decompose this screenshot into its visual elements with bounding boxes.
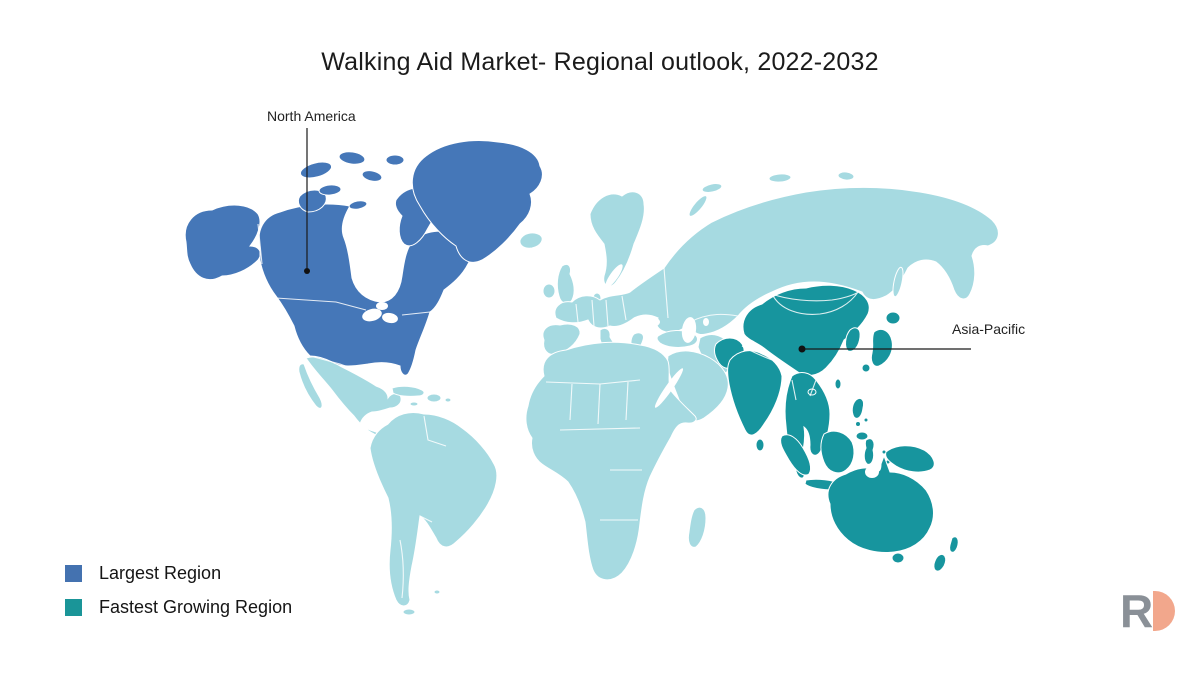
philippines-mindanao <box>855 431 869 441</box>
baja-california <box>298 363 323 409</box>
philippines-visayas-1 <box>855 421 861 427</box>
new-zealand-south <box>933 553 947 572</box>
label-north-america: North America <box>267 108 356 124</box>
region-asia-pacific <box>714 284 959 572</box>
jamaica <box>409 401 419 407</box>
iceland <box>519 232 543 249</box>
japan-hokkaido <box>885 311 901 325</box>
black-sea <box>636 316 660 328</box>
new-guinea <box>885 445 935 473</box>
tasmania <box>891 552 905 564</box>
great-lake-3 <box>376 302 388 310</box>
arctic-archipelago-2 <box>338 151 366 165</box>
taiwan <box>834 378 842 390</box>
great-lake-2 <box>382 312 398 324</box>
annotation-lines <box>304 128 971 353</box>
madagascar <box>687 506 707 548</box>
puerto-rico <box>444 397 452 403</box>
sulawesi <box>863 438 875 465</box>
legend-swatch-largest-region <box>65 565 82 582</box>
ireland <box>542 283 556 299</box>
scandinavia <box>589 191 645 287</box>
africa <box>525 341 697 581</box>
region-north-america <box>184 140 543 376</box>
country-borders <box>257 223 859 599</box>
asia-pacific-leader-dot <box>798 345 806 353</box>
great-lake-1 <box>362 308 382 322</box>
arctic-island-1 <box>701 183 723 193</box>
legend-label-fastest-growing-region: Fastest Growing Region <box>99 597 293 617</box>
victoria-island <box>297 189 327 213</box>
novaya-zemlya <box>688 195 708 217</box>
aral-sea <box>703 318 709 326</box>
arctic-archipelago-1 <box>299 161 333 179</box>
brand-logo-letter: R <box>1120 585 1153 637</box>
philippines-visayas-2 <box>863 417 869 423</box>
arctic-archipelago-5 <box>385 154 405 166</box>
arctic-archipelago-3 <box>318 184 342 196</box>
korea <box>845 327 861 352</box>
arctic-archipelago-4 <box>361 170 383 182</box>
greenland <box>411 140 543 263</box>
india <box>727 350 783 436</box>
legend-swatch-fastest-growing-region <box>65 599 82 616</box>
north-america-leader-dot <box>304 268 310 274</box>
brand-logo: R <box>1120 588 1186 634</box>
falkland-islands <box>433 589 441 595</box>
legend: Largest Region Fastest Growing Region <box>65 563 292 618</box>
japan-kyushu <box>861 363 871 373</box>
japan-honshu <box>870 328 893 367</box>
sri-lanka <box>755 438 765 452</box>
baltic-sea <box>605 264 623 288</box>
red-sea <box>654 368 684 408</box>
cuba <box>391 385 425 397</box>
hispaniola <box>426 393 442 403</box>
sumatra <box>780 434 812 476</box>
gulf-of-carpentaria <box>865 466 879 478</box>
brand-logo-mark-icon <box>1153 591 1176 631</box>
arctic-island-2 <box>768 173 792 183</box>
arctic-island-3 <box>837 171 855 181</box>
label-asia-pacific: Asia-Pacific <box>952 321 1026 337</box>
inland-seas <box>605 264 709 408</box>
hudson-bay <box>354 242 400 294</box>
legend-item-fastest-growing-region: Fastest Growing Region <box>65 597 292 618</box>
new-zealand-north <box>949 536 959 553</box>
iberia <box>542 323 581 355</box>
legend-label-largest-region: Largest Region <box>99 563 222 583</box>
australia <box>827 454 934 553</box>
north-america-waters <box>354 242 400 324</box>
arctic-archipelago-6 <box>348 200 368 210</box>
sakhalin <box>892 266 904 298</box>
philippines-luzon <box>851 397 864 419</box>
tierra-del-fuego <box>402 608 416 616</box>
legend-item-largest-region: Largest Region <box>65 563 292 584</box>
mexico-central-america <box>305 356 402 438</box>
canada-usa-mainland <box>258 203 472 376</box>
great-britain <box>556 263 575 304</box>
alaska <box>184 204 261 280</box>
borneo <box>820 430 855 474</box>
caspian-sea <box>681 317 697 343</box>
chart-title: Walking Aid Market- Regional outlook, 20… <box>321 48 879 76</box>
